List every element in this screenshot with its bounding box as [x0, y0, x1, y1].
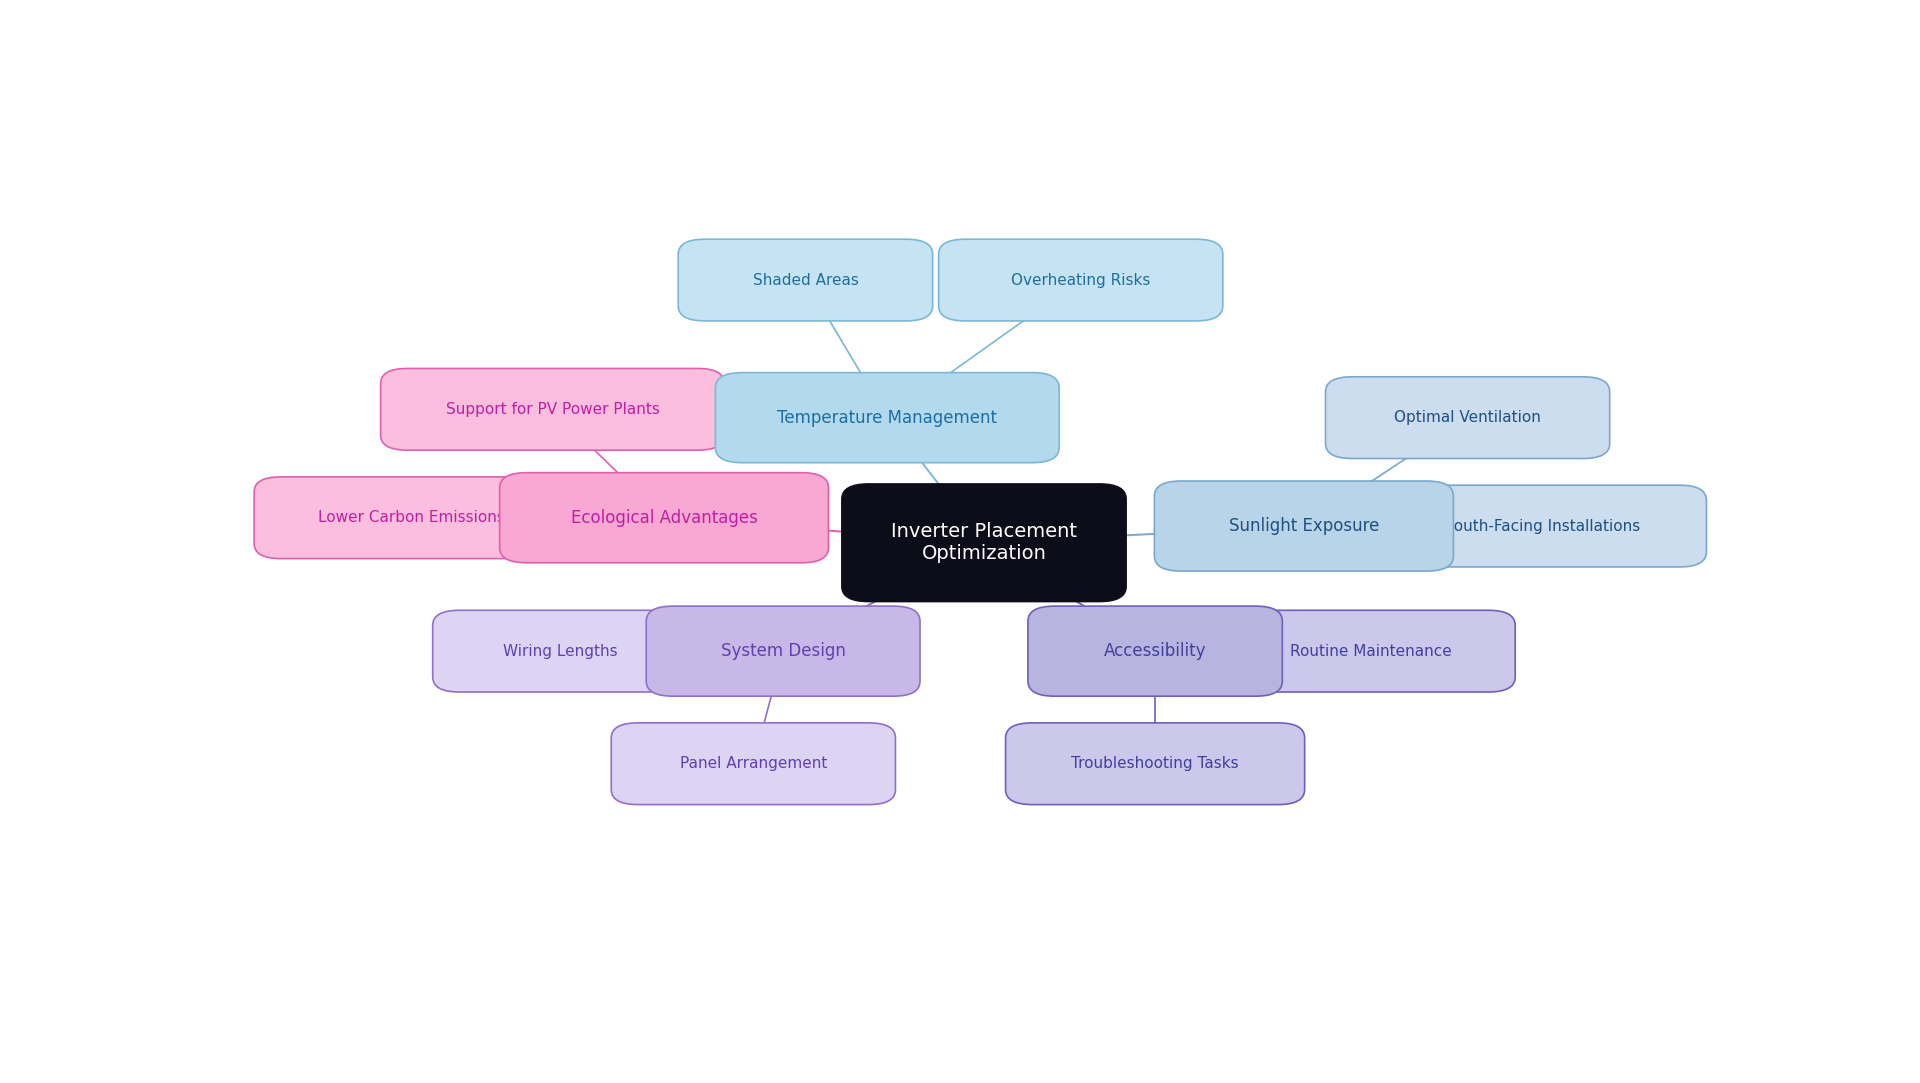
- FancyBboxPatch shape: [1006, 722, 1306, 805]
- Text: Wiring Lengths: Wiring Lengths: [503, 643, 616, 658]
- FancyBboxPatch shape: [1154, 481, 1453, 571]
- Text: Troubleshooting Tasks: Troubleshooting Tasks: [1071, 756, 1238, 771]
- FancyBboxPatch shape: [432, 611, 687, 692]
- FancyBboxPatch shape: [499, 472, 829, 563]
- Text: Inverter Placement
Optimization: Inverter Placement Optimization: [891, 522, 1077, 563]
- Text: Lower Carbon Emissions: Lower Carbon Emissions: [317, 510, 505, 525]
- FancyBboxPatch shape: [1325, 377, 1609, 458]
- FancyBboxPatch shape: [678, 239, 933, 321]
- Text: Accessibility: Accessibility: [1104, 642, 1206, 661]
- FancyBboxPatch shape: [1227, 611, 1515, 692]
- Text: Ecological Advantages: Ecological Advantages: [570, 509, 758, 526]
- Text: Routine Maintenance: Routine Maintenance: [1290, 643, 1452, 658]
- Text: Support for PV Power Plants: Support for PV Power Plants: [445, 402, 659, 417]
- Text: Overheating Risks: Overheating Risks: [1012, 273, 1150, 288]
- FancyBboxPatch shape: [1377, 485, 1707, 566]
- Text: Optimal Ventilation: Optimal Ventilation: [1394, 410, 1542, 426]
- FancyBboxPatch shape: [647, 606, 920, 696]
- Text: Panel Arrangement: Panel Arrangement: [680, 756, 828, 771]
- Text: Shaded Areas: Shaded Areas: [753, 273, 858, 288]
- FancyBboxPatch shape: [716, 373, 1060, 462]
- Text: South-Facing Installations: South-Facing Installations: [1444, 519, 1640, 534]
- FancyBboxPatch shape: [939, 239, 1223, 321]
- FancyBboxPatch shape: [253, 477, 568, 559]
- Text: Temperature Management: Temperature Management: [778, 408, 996, 427]
- FancyBboxPatch shape: [841, 484, 1127, 601]
- Text: System Design: System Design: [720, 642, 845, 661]
- FancyBboxPatch shape: [611, 722, 895, 805]
- FancyBboxPatch shape: [380, 368, 724, 451]
- FancyBboxPatch shape: [1027, 606, 1283, 696]
- Text: Sunlight Exposure: Sunlight Exposure: [1229, 517, 1379, 535]
